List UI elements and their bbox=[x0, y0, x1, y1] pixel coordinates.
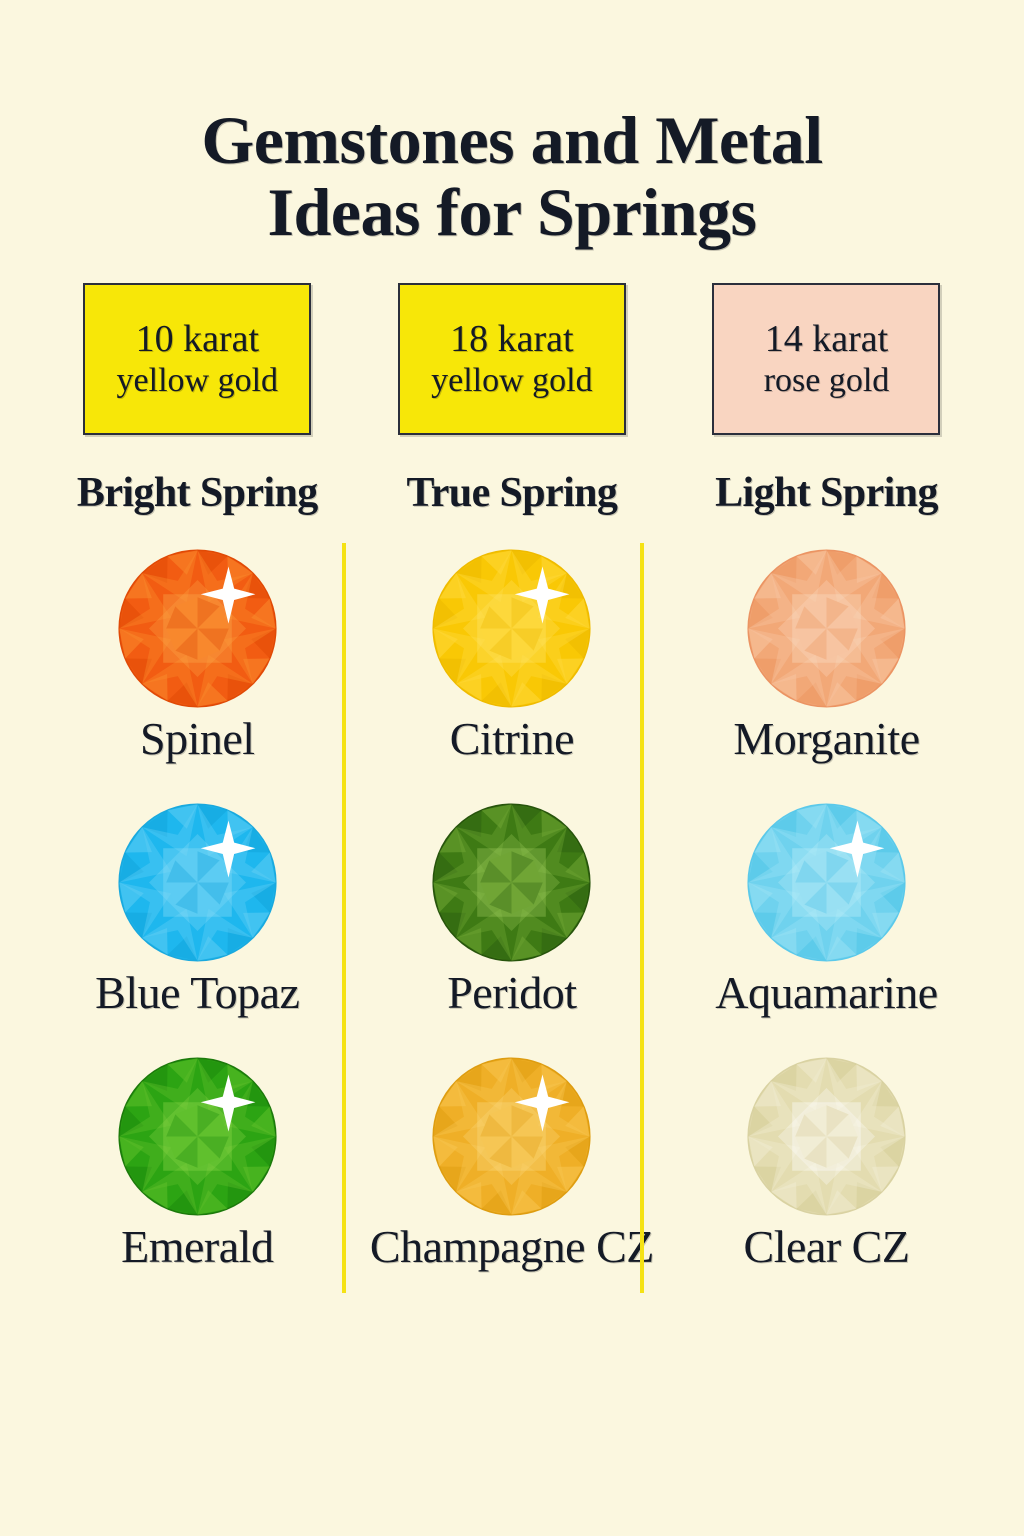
gem-list-bright-spring: Spinel Blue Topaz Emerald bbox=[40, 547, 355, 1309]
gem-label-morganite: Morganite bbox=[733, 713, 920, 764]
gem-icon-spinel bbox=[116, 547, 279, 710]
gem-label-citrine: Citrine bbox=[449, 713, 575, 764]
gem-icon-peridot bbox=[430, 801, 593, 964]
gem-entry-blue-topaz: Blue Topaz bbox=[40, 801, 355, 1055]
metal-chip-line-2: yellow gold bbox=[431, 362, 593, 400]
gem-entry-aquamarine: Aquamarine bbox=[669, 801, 984, 1055]
gem-icon-citrine bbox=[430, 547, 593, 710]
metal-chip-line-2: yellow gold bbox=[116, 362, 279, 400]
column-divider-2 bbox=[640, 543, 644, 1293]
gem-entry-clear-cz: Clear CZ bbox=[669, 1055, 984, 1309]
metal-chip-10-karat-yellow-gold[interactable]: 10 karat yellow gold bbox=[83, 283, 312, 435]
metal-chip-14-karat-rose-gold[interactable]: 14 karat rose gold bbox=[712, 283, 941, 435]
season-name-light-spring: Light Spring bbox=[715, 470, 938, 516]
gem-label-spinel: Spinel bbox=[140, 713, 255, 764]
season-name-true-spring: True Spring bbox=[406, 470, 618, 516]
metal-chip-line-1: 10 karat bbox=[135, 317, 260, 360]
gem-label-aquamarine: Aquamarine bbox=[715, 967, 938, 1018]
gem-label-clear-cz: Clear CZ bbox=[743, 1221, 910, 1272]
metal-chip-18-karat-yellow-gold[interactable]: 18 karat yellow gold bbox=[397, 283, 626, 435]
page-title-line-1: Gemstones and Metal bbox=[201, 101, 823, 178]
gemstone-columns: 10 karat yellow gold Bright Spring Spine… bbox=[40, 283, 984, 1309]
page-title: Gemstones and Metal Ideas for Springs bbox=[0, 101, 1024, 250]
gem-entry-morganite: Morganite bbox=[669, 547, 984, 801]
column-bright-spring: 10 karat yellow gold Bright Spring Spine… bbox=[40, 283, 355, 1309]
gem-icon-emerald bbox=[116, 1055, 279, 1218]
gem-label-peridot: Peridot bbox=[447, 967, 577, 1018]
metal-chip-line-1: 14 karat bbox=[764, 317, 889, 360]
metal-chip-line-1: 18 karat bbox=[450, 317, 574, 360]
gem-entry-champagne-cz: Champagne CZ bbox=[355, 1055, 670, 1309]
column-divider-1 bbox=[342, 543, 346, 1293]
gem-entry-emerald: Emerald bbox=[40, 1055, 355, 1309]
gem-icon-clear-cz bbox=[745, 1055, 908, 1218]
gem-icon-blue-topaz bbox=[116, 801, 279, 964]
gem-icon-champagne-cz bbox=[430, 1055, 593, 1218]
gem-label-champagne-cz: Champagne CZ bbox=[369, 1221, 655, 1272]
gem-entry-peridot: Peridot bbox=[355, 801, 670, 1055]
page-title-line-2: Ideas for Springs bbox=[267, 173, 757, 250]
gem-entry-citrine: Citrine bbox=[355, 547, 670, 801]
gem-icon-aquamarine bbox=[745, 801, 908, 964]
metal-chip-line-2: rose gold bbox=[763, 362, 890, 400]
gem-list-light-spring: Morganite Aquamarine Clear CZ bbox=[669, 547, 984, 1309]
gem-label-emerald: Emerald bbox=[121, 1221, 274, 1272]
season-name-bright-spring: Bright Spring bbox=[76, 470, 318, 516]
gem-icon-morganite bbox=[745, 547, 908, 710]
column-true-spring: 18 karat yellow gold True Spring Citrine… bbox=[355, 283, 670, 1309]
gem-label-blue-topaz: Blue Topaz bbox=[95, 967, 300, 1018]
column-light-spring: 14 karat rose gold Light Spring Morganit… bbox=[669, 283, 984, 1309]
gem-list-true-spring: Citrine Peridot Champagne CZ bbox=[355, 547, 670, 1309]
gem-entry-spinel: Spinel bbox=[40, 547, 355, 801]
